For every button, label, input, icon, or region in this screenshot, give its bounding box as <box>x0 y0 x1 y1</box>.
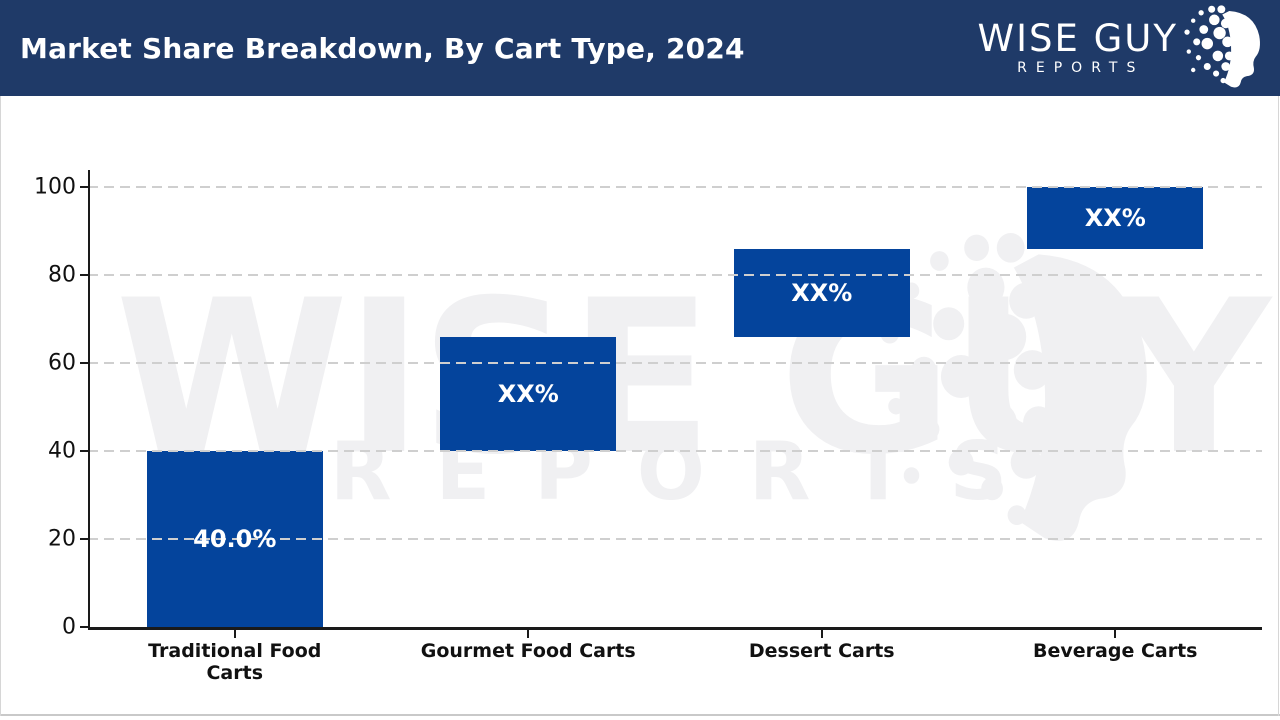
y-tick-label: 0 <box>62 614 76 640</box>
y-tick <box>80 362 88 364</box>
y-tick <box>80 626 88 628</box>
bottom-rule <box>0 714 1280 716</box>
x-tick <box>527 630 530 638</box>
wiseguy-logo: WISE GUY REPORTS <box>978 4 1268 92</box>
x-tick <box>1114 630 1117 638</box>
x-axis-line <box>88 627 1262 630</box>
x-tick <box>820 630 823 638</box>
y-tick-label: 80 <box>48 262 76 288</box>
x-category-label: Gourmet Food Carts <box>420 640 636 662</box>
gridline <box>88 186 1262 188</box>
logo-subtitle: REPORTS <box>1017 60 1145 76</box>
page-title: Market Share Breakdown, By Cart Type, 20… <box>20 31 745 65</box>
y-axis-line <box>88 170 90 630</box>
right-edge-line <box>1278 96 1279 716</box>
x-tick <box>233 630 236 638</box>
left-edge-line <box>0 96 1 716</box>
y-tick <box>80 450 88 452</box>
x-category-label: Dessert Carts <box>748 640 895 662</box>
x-category-label: Traditional Food Carts <box>148 640 322 685</box>
wiseguy-logo-text: WISE GUY REPORTS <box>978 20 1178 76</box>
watermark-face-icon <box>865 228 1175 562</box>
y-tick <box>80 186 88 188</box>
wiseguy-face-icon <box>1180 4 1268 92</box>
y-tick <box>80 538 88 540</box>
y-tick-label: 100 <box>34 174 76 200</box>
x-category-label: Beverage Carts <box>1033 640 1198 662</box>
bar-label: 40.0% <box>193 525 277 553</box>
header-band: Market Share Breakdown, By Cart Type, 20… <box>0 0 1280 96</box>
y-tick-label: 40 <box>48 438 76 464</box>
logo-wordmark: WISE GUY <box>977 17 1178 60</box>
y-tick-label: 20 <box>48 526 76 552</box>
y-tick <box>80 274 88 276</box>
y-tick-label: 60 <box>48 350 76 376</box>
